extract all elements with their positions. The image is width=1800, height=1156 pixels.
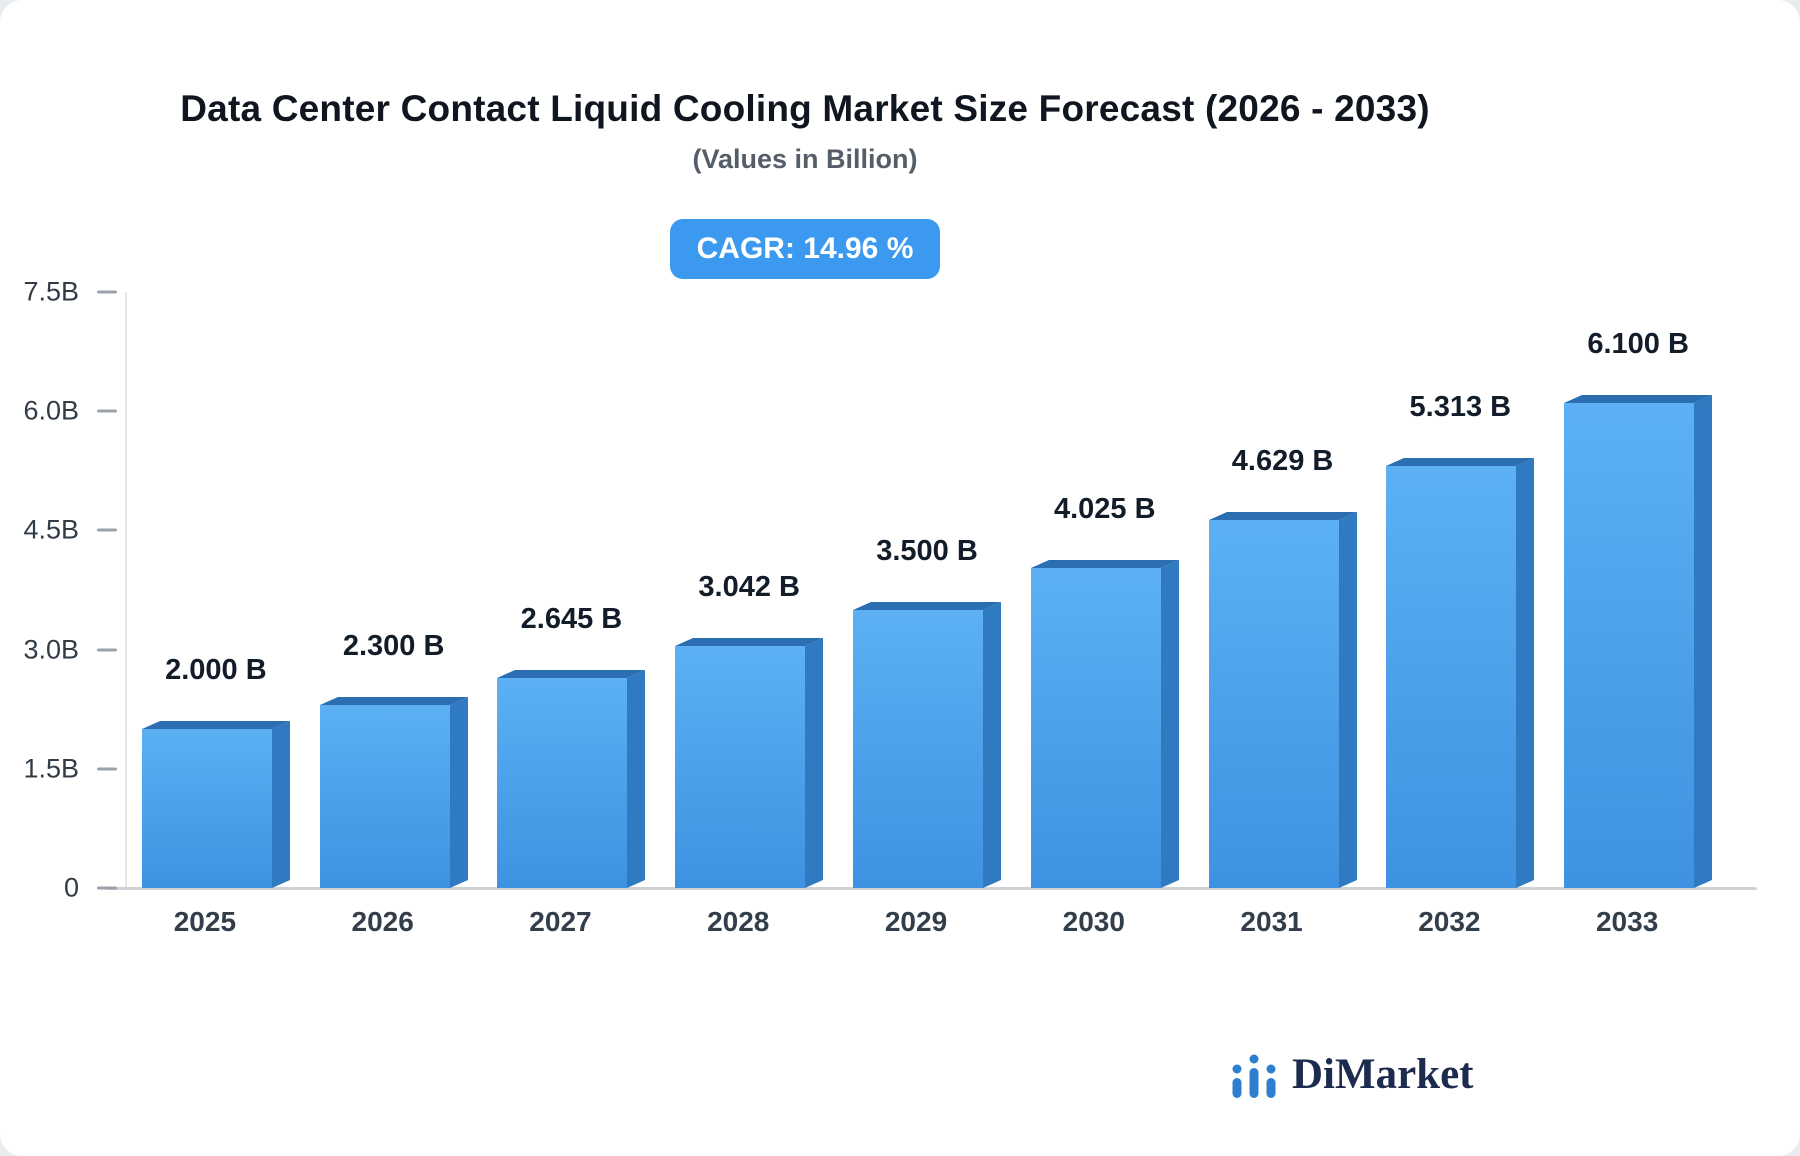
bar-2030: 4.025 B xyxy=(1030,493,1161,888)
x-axis-label-2029: 2029 xyxy=(884,906,948,937)
dimarket-logo-text: DiMarket xyxy=(1292,1051,1474,1098)
plot-wrap: 0 1.5B 3.0B 4.5B 6.0B 7.5B 2.000 B 2.300 B 2.645… xyxy=(23,277,1757,938)
y-axis-tick-label: 4.5B xyxy=(23,514,79,545)
bar-2025: 2.000 B xyxy=(141,654,272,888)
bar-value-label-2027: 2.645 B xyxy=(520,602,623,635)
plot-area: 0 1.5B 3.0B 4.5B 6.0B 7.5B 2.000 B 2.300 B 2.645… xyxy=(23,277,1757,903)
y-axis-tick-mark xyxy=(97,409,117,413)
bar-2029: 3.500 B xyxy=(853,535,983,888)
bar-2028: 3.042 B xyxy=(675,571,806,888)
y-axis-tick: 4.5B xyxy=(23,515,117,546)
bar-value-label-2029: 3.500 B xyxy=(876,534,978,567)
y-axis-tick-label: 0 xyxy=(63,872,79,903)
bar-2032: 5.313 B xyxy=(1386,391,1517,888)
x-axis-label-2026: 2026 xyxy=(351,906,414,937)
bar-value-label-2033: 6.100 B xyxy=(1587,328,1689,361)
y-axis-tick-mark xyxy=(97,528,117,532)
y-axis-tick-mark xyxy=(97,290,117,294)
x-axis-label-2025: 2025 xyxy=(173,906,237,937)
bar-value-label-2026: 2.300 B xyxy=(342,630,445,663)
y-axis-tick: 1.5B xyxy=(23,753,117,784)
bar-value-label-2030: 4.025 B xyxy=(1053,493,1156,526)
bar-value-label-2025: 2.000 B xyxy=(165,654,267,687)
brand-logo: DiMarket xyxy=(1230,1050,1474,1099)
x-axis-label-2033: 2033 xyxy=(1595,906,1659,937)
chart-title: Data Center Contact Liquid Cooling Marke… xyxy=(180,88,1430,129)
y-axis-tick: 6.0B xyxy=(23,396,117,427)
y-axis-tick-mark xyxy=(97,886,117,890)
y-axis-tick-label: 3.0B xyxy=(23,634,79,665)
bar-2027: 2.645 B xyxy=(497,603,628,888)
bar-value-label-2028: 3.042 B xyxy=(698,571,801,604)
chart-header: Data Center Contact Liquid Cooling Marke… xyxy=(0,88,1610,279)
x-axis-label-2027: 2027 xyxy=(529,906,592,937)
bar-2033: 6.100 B xyxy=(1564,328,1695,888)
y-axis-tick-label: 6.0B xyxy=(23,395,79,426)
x-axis-label-2030: 2030 xyxy=(1062,906,1125,937)
x-axis-label-2028: 2028 xyxy=(707,906,770,937)
chart-subtitle: (Values in Billion) xyxy=(692,144,918,174)
bar-value-label-2032: 5.313 B xyxy=(1409,390,1512,423)
y-axis-tick-label: 7.5B xyxy=(23,276,79,307)
y-axis-tick-mark xyxy=(97,648,117,652)
x-axis-labels: 2025 2026 2027 2028 2029 2030 2031 2032 2033 xyxy=(116,906,1716,938)
bar-2026: 2.300 B xyxy=(319,630,450,888)
y-axis-tick: 7.5B xyxy=(23,277,117,308)
y-axis-tick-label: 1.5B xyxy=(23,753,79,784)
x-axis-label-2032: 2032 xyxy=(1418,906,1481,937)
cagr-badge: CAGR: 14.96 % xyxy=(669,219,941,279)
bar-chart-logo-icon xyxy=(1232,1054,1276,1098)
y-axis-tick-mark xyxy=(97,767,117,771)
y-axis-tick: 3.0B xyxy=(23,634,117,665)
bar-value-label-2031: 4.629 B xyxy=(1231,445,1334,478)
x-axis-label-2031: 2031 xyxy=(1240,906,1303,937)
bar-2031: 4.629 B xyxy=(1208,445,1339,888)
y-axis-tick: 0 xyxy=(64,873,117,904)
x-axis-line xyxy=(105,887,1757,890)
